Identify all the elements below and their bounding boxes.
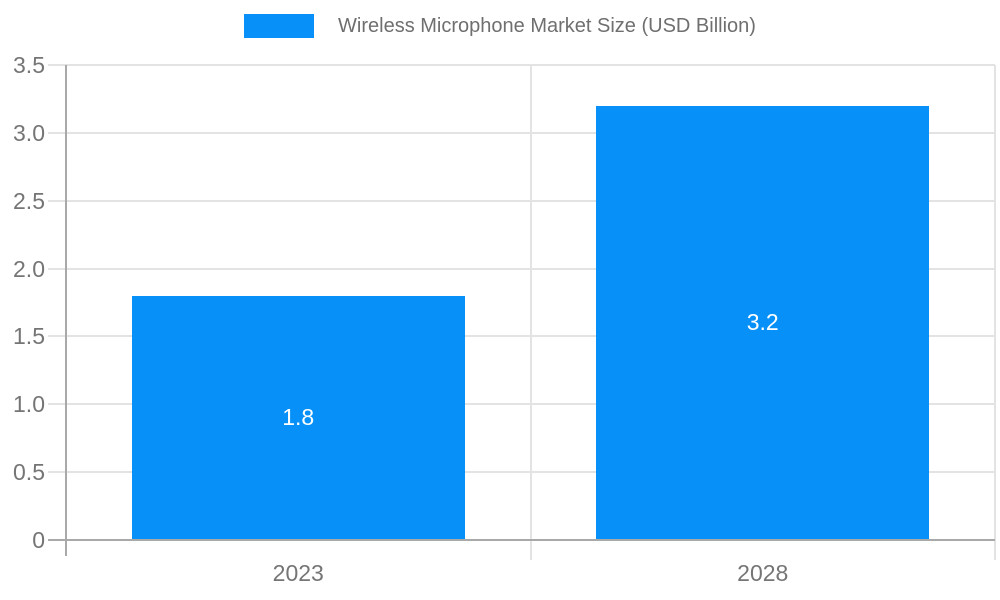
plot-area: 1.8 3.2 <box>48 64 996 560</box>
y-tick-label: 2.0 <box>13 255 45 282</box>
gridline <box>48 64 995 66</box>
y-tick-label: 0.5 <box>13 459 45 486</box>
gridline <box>48 335 995 338</box>
gridline <box>48 267 995 270</box>
gridline <box>48 471 995 474</box>
bar[interactable]: 1.8 <box>131 295 465 540</box>
bar-value-label: 1.8 <box>282 404 315 431</box>
y-axis-line <box>65 65 67 556</box>
y-tick-label: 0 <box>32 527 45 553</box>
y-tick-label: 3.0 <box>13 119 45 146</box>
y-tick-label: 1.0 <box>13 391 45 418</box>
x-tick-label: 2023 <box>272 560 324 586</box>
legend: Wireless Microphone Market Size (USD Bil… <box>0 14 1000 38</box>
y-tick-label: 1.5 <box>13 323 45 350</box>
legend-label: Wireless Microphone Market Size (USD Bil… <box>338 15 756 37</box>
bar-value-label: 3.2 <box>746 309 779 336</box>
gridline <box>48 199 995 202</box>
category-boundary-line <box>529 65 532 560</box>
bar[interactable]: 3.2 <box>596 105 930 540</box>
legend-swatch <box>244 14 315 38</box>
legend-item[interactable]: Wireless Microphone Market Size (USD Bil… <box>244 14 756 38</box>
category-boundary-line <box>994 65 996 560</box>
x-tick-label: 2028 <box>737 560 789 586</box>
x-axis-line <box>48 539 995 541</box>
y-tick-label: 2.5 <box>13 187 45 214</box>
gridline <box>48 131 995 134</box>
gridline <box>48 403 995 406</box>
y-tick-label: 3.5 <box>13 52 45 78</box>
